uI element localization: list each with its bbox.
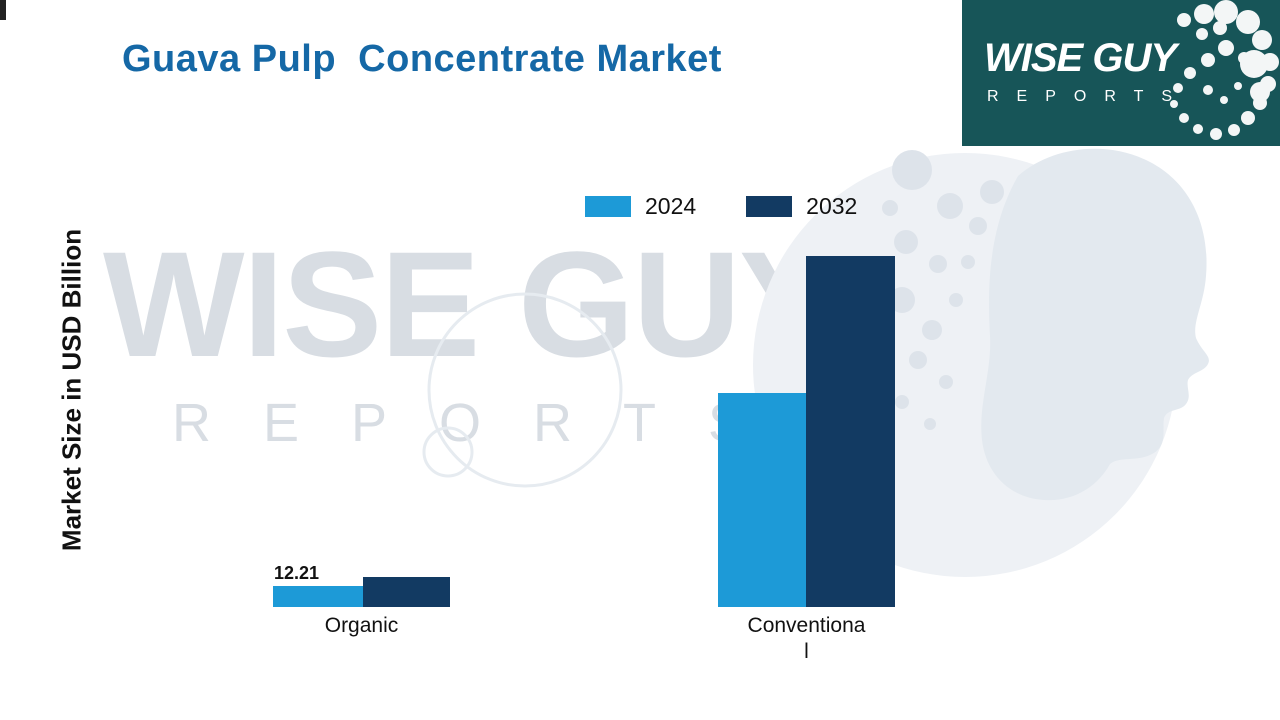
legend-swatch-2024: [585, 196, 631, 217]
y-axis-label: Market Size in USD Billion: [56, 228, 87, 552]
value-label-organic-2024: 12.21: [274, 563, 320, 583]
legend-item-2032: 2032: [746, 193, 857, 220]
legend-label-2024: 2024: [645, 193, 697, 219]
brand-block: WISE GUY REPORTS: [962, 0, 1280, 146]
bar-conventional-2024: [718, 393, 806, 607]
watermark-text: WISE GUY: [103, 220, 839, 388]
legend-label-2032: 2032: [806, 193, 858, 219]
bar-organic-2032: [363, 577, 450, 607]
bar-conventional-2032: [806, 256, 895, 607]
head-profile-icon: [981, 148, 1209, 501]
legend-item-2024: 2024: [585, 193, 696, 220]
dots-cluster-graphic: [877, 150, 1004, 430]
wiseguy-head-icon: [1170, 0, 1279, 140]
watermark-subtext: REPORTS: [172, 393, 797, 453]
corner-mark: [0, 0, 6, 20]
category-label-organic: Organic: [324, 614, 399, 637]
page-title: Guava Pulp Concentrate Market: [122, 38, 722, 80]
category-label-conventional: Conventional: [747, 614, 866, 664]
legend-swatch-2032: [746, 196, 793, 217]
chart-legend: 2024 2032: [585, 193, 857, 220]
brand-name: WISE GUY: [984, 36, 1177, 80]
bar-organic-2024: [273, 586, 363, 607]
brand-subname: REPORTS: [987, 88, 1191, 105]
